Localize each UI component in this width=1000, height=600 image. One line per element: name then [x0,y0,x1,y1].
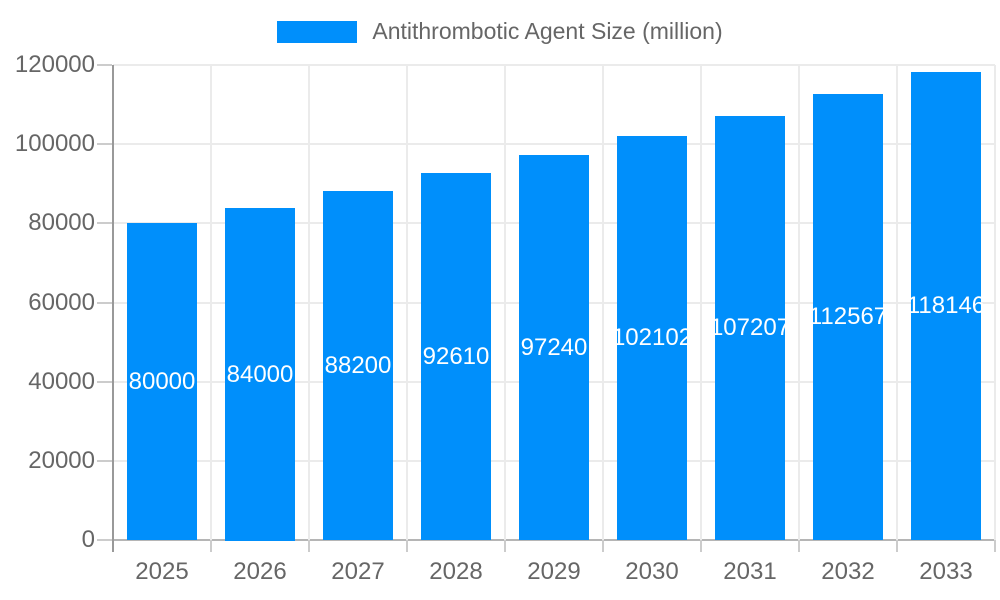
y-axis-label: 40000 [28,368,95,395]
y-tick [97,222,112,224]
y-axis-label: 80000 [28,209,95,236]
legend-item[interactable]: Antithrombotic Agent Size (million) [277,18,723,45]
x-tick [112,540,114,552]
bar-2033[interactable]: 118146 [907,72,985,540]
bar-2026[interactable]: 84000 [225,208,295,541]
x-tick [994,540,996,552]
legend-swatch [277,20,358,43]
bar-2025[interactable]: 80000 [127,223,197,540]
y-axis-line [112,65,114,540]
bar-2028[interactable]: 92610 [421,173,491,540]
x-axis-label: 2028 [429,558,483,585]
x-tick [210,540,212,552]
x-axis-label: 2032 [821,558,875,585]
x-axis-label: 2025 [135,558,189,585]
bar-2029[interactable]: 97240 [519,155,589,540]
bar-value-label: 80000 [128,367,196,395]
v-gridline [308,65,310,540]
x-axis-label: 2033 [919,558,973,585]
x-axis-label: 2030 [625,558,679,585]
h-gridline [113,64,995,66]
v-gridline [994,65,996,540]
y-tick [97,539,112,541]
y-tick [97,302,112,304]
bar-value-label: 112567 [808,303,888,330]
x-axis-label: 2027 [331,558,385,585]
bar-value-label: 102102 [611,324,693,351]
x-axis-label: 2031 [723,558,777,585]
y-tick [97,460,112,462]
h-gridline [113,143,995,145]
bar-2030[interactable]: 102102 [612,136,692,540]
x-tick [602,540,604,552]
x-tick [896,540,898,552]
v-gridline [700,65,702,540]
bar-2032[interactable]: 112567 [809,94,887,540]
v-gridline [406,65,408,540]
bar-value-label: 97240 [520,333,588,361]
legend: Antithrombotic Agent Size (million) [0,18,1000,45]
y-axis-label: 20000 [28,447,95,474]
x-tick [504,540,506,552]
bar-2027[interactable]: 88200 [323,191,393,540]
bar-value-label: 92610 [422,342,490,370]
x-axis-label: 2026 [233,558,287,585]
y-tick [97,143,112,145]
y-axis-label: 0 [81,526,95,553]
v-gridline [896,65,898,540]
v-gridline [798,65,800,540]
y-axis-label: 120000 [14,51,95,78]
v-gridline [210,65,212,540]
v-gridline [504,65,506,540]
bar-value-label: 107207 [709,314,791,341]
y-tick [97,64,112,66]
y-axis-label: 60000 [28,289,95,316]
bar-value-label: 88200 [324,351,392,379]
v-gridline [602,65,604,540]
bar-value-label: 118146 [906,292,986,319]
plot-area: 80000 84000 88200 92610 97240 102102 107207 112… [113,64,996,541]
bar-2031[interactable]: 107207 [710,116,790,540]
x-tick [308,540,310,552]
x-axis-label: 2029 [527,558,581,585]
x-tick [700,540,702,552]
legend-label: Antithrombotic Agent Size (million) [372,18,723,44]
y-tick [97,381,112,383]
h-gridline [113,539,995,541]
x-tick [406,540,408,552]
x-tick [798,540,800,552]
bar-value-label: 84000 [226,360,294,388]
y-axis-label: 100000 [14,130,95,157]
